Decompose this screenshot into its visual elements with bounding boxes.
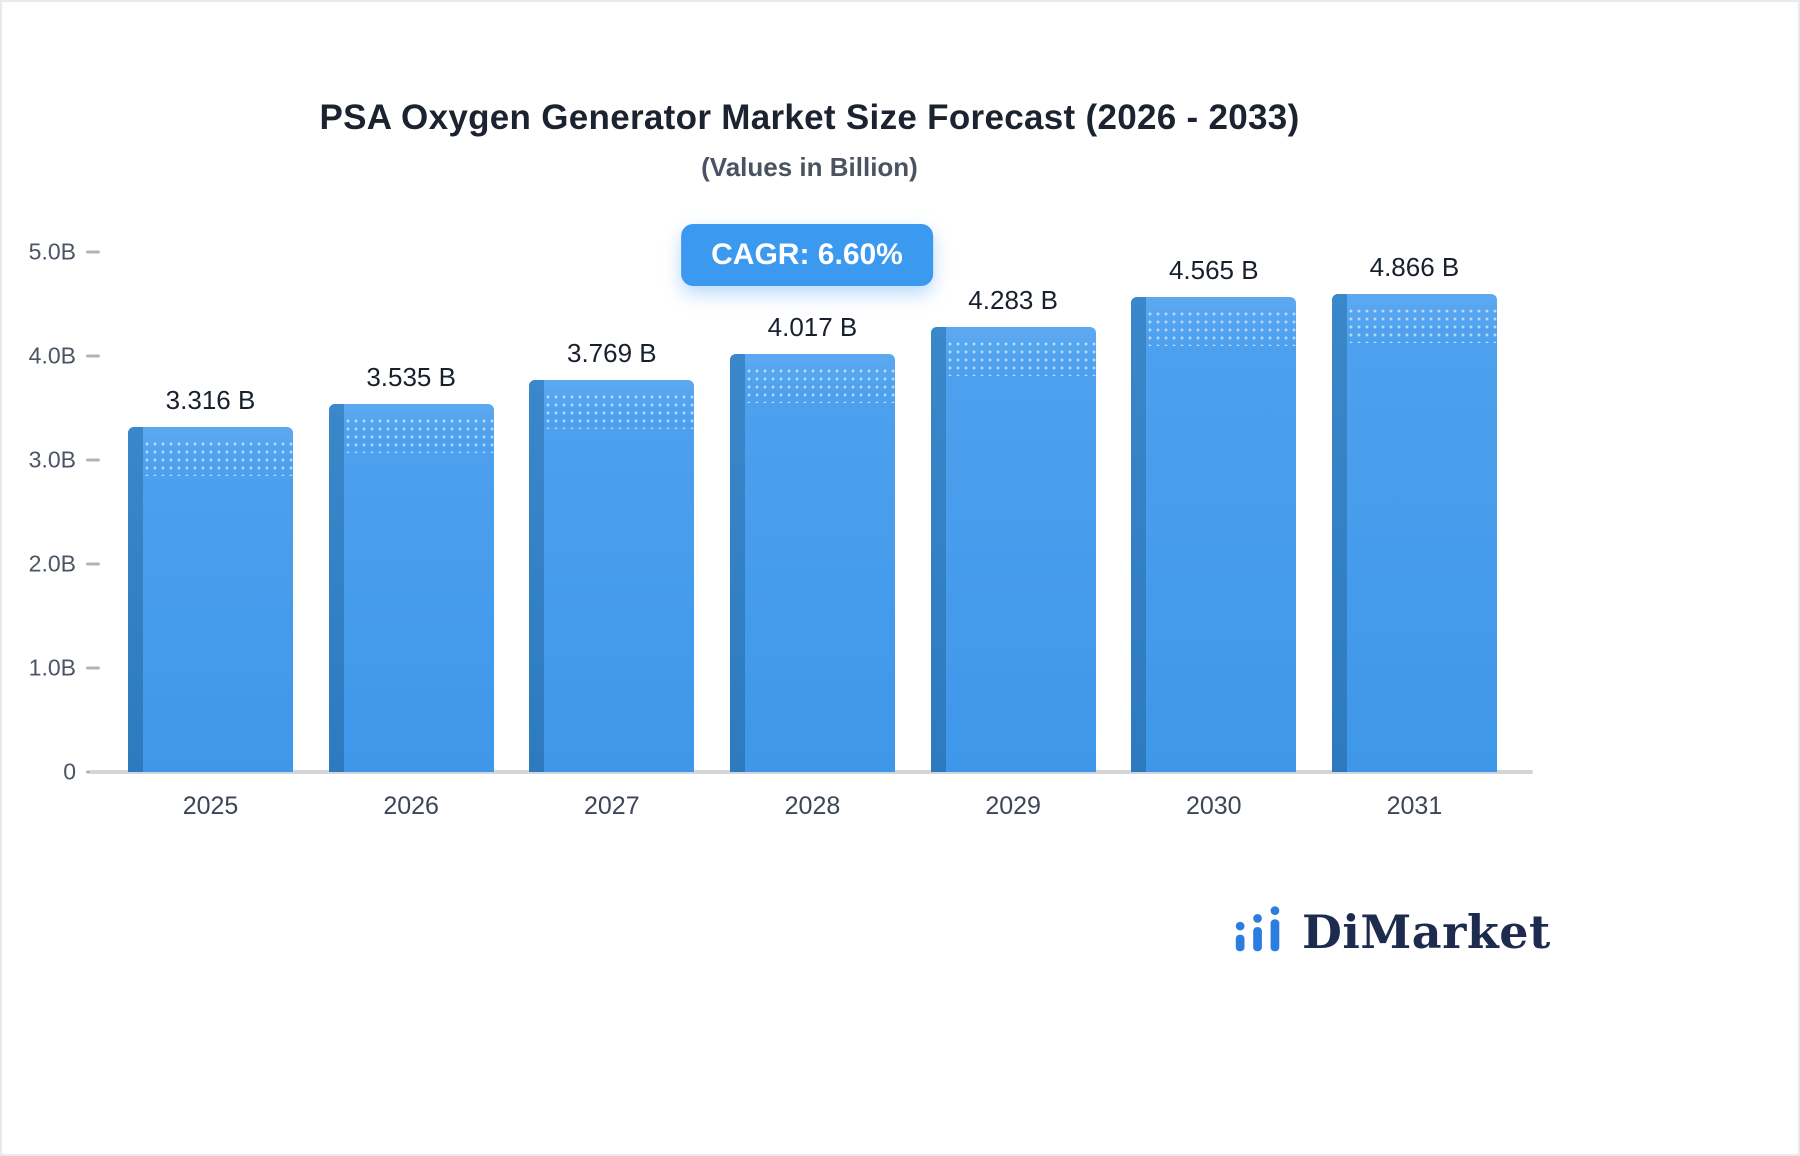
bar-2030	[1131, 297, 1297, 772]
bar-group-2030: 4.565 B 2030	[1131, 252, 1297, 820]
y-tick-label: 2.0B	[28, 550, 76, 577]
bar-2025	[128, 427, 293, 772]
bar-group-2027: 3.769 B 2027	[529, 252, 695, 820]
x-label-2031: 2031	[1386, 792, 1443, 820]
y-tick-label: 4.0B	[28, 342, 76, 369]
y-tick-mark	[86, 458, 100, 462]
bar-group-2031: 4.866 B 2031	[1331, 252, 1497, 820]
y-tick-4.0B: 4.0B	[29, 343, 100, 370]
bar-group-2029: 4.283 B 2029	[930, 252, 1096, 820]
plot-area: 3.316 B 2025 3.535 B 2026 3.769 B 2027 4.017 B…	[90, 252, 1533, 820]
bar-value-label-2028: 4.017 B	[767, 312, 858, 343]
x-label-2027: 2027	[584, 792, 640, 820]
dimarket-logo-text: DiMarket	[1302, 904, 1551, 959]
y-tick-mark	[86, 562, 100, 566]
bars-container: 3.316 B 2025 3.535 B 2026 3.769 B 2027 4.017 B…	[100, 252, 1525, 820]
y-tick-5.0B: 5.0B	[29, 239, 100, 266]
bar-value-label-2031: 4.866 B	[1369, 252, 1460, 282]
chart-subtitle: (Values in Billion)	[701, 152, 918, 182]
bar-chart-icon	[1230, 900, 1288, 963]
y-tick-label: 3.0B	[28, 446, 76, 473]
bar-2029	[930, 326, 1096, 772]
y-tick-mark	[86, 666, 100, 670]
y-tick-2.0B: 2.0B	[29, 551, 100, 578]
bar-value-label-2025: 3.316 B	[165, 385, 256, 416]
x-label-2025: 2025	[182, 792, 239, 820]
x-label-2029: 2029	[985, 792, 1041, 820]
y-tick-mark	[86, 250, 100, 254]
bar-2028	[729, 354, 895, 772]
x-label-2030: 2030	[1185, 792, 1242, 820]
y-tick-1.0B: 1.0B	[29, 655, 100, 682]
x-label-2026: 2026	[383, 792, 439, 820]
bar-value-label-2030: 4.565 B	[1168, 255, 1259, 286]
x-label-2028: 2028	[784, 792, 841, 820]
bar-group-2026: 3.535 B 2026	[328, 252, 494, 820]
chart-title: PSA Oxygen Generator Market Size Forecas…	[319, 98, 1300, 137]
y-tick-label: 5.0B	[28, 238, 76, 265]
bar-value-label-2027: 3.769 B	[566, 338, 657, 369]
x-axis-line	[90, 770, 1533, 774]
bar-group-2025: 3.316 B 2025	[128, 252, 293, 820]
bar-value-label-2026: 3.535 B	[366, 362, 456, 393]
dimarket-logo: DiMarket	[1230, 900, 1551, 963]
y-tick-label: 0	[63, 758, 76, 785]
y-axis: 0 1.0B 2.0B 3.0B 4.0B 5.0B	[2, 239, 100, 785]
y-tick-label: 1.0B	[28, 654, 76, 681]
bar-2027	[529, 380, 695, 772]
y-tick-mark	[86, 354, 100, 358]
y-tick-3.0B: 3.0B	[29, 447, 100, 474]
bar-2031	[1331, 294, 1497, 772]
bar-group-2028: 4.017 B 2028	[729, 252, 895, 820]
cagr-badge: CAGR: 6.60%	[681, 224, 933, 286]
bar-value-label-2029: 4.283 B	[968, 284, 1058, 315]
bar-2026	[328, 404, 494, 772]
